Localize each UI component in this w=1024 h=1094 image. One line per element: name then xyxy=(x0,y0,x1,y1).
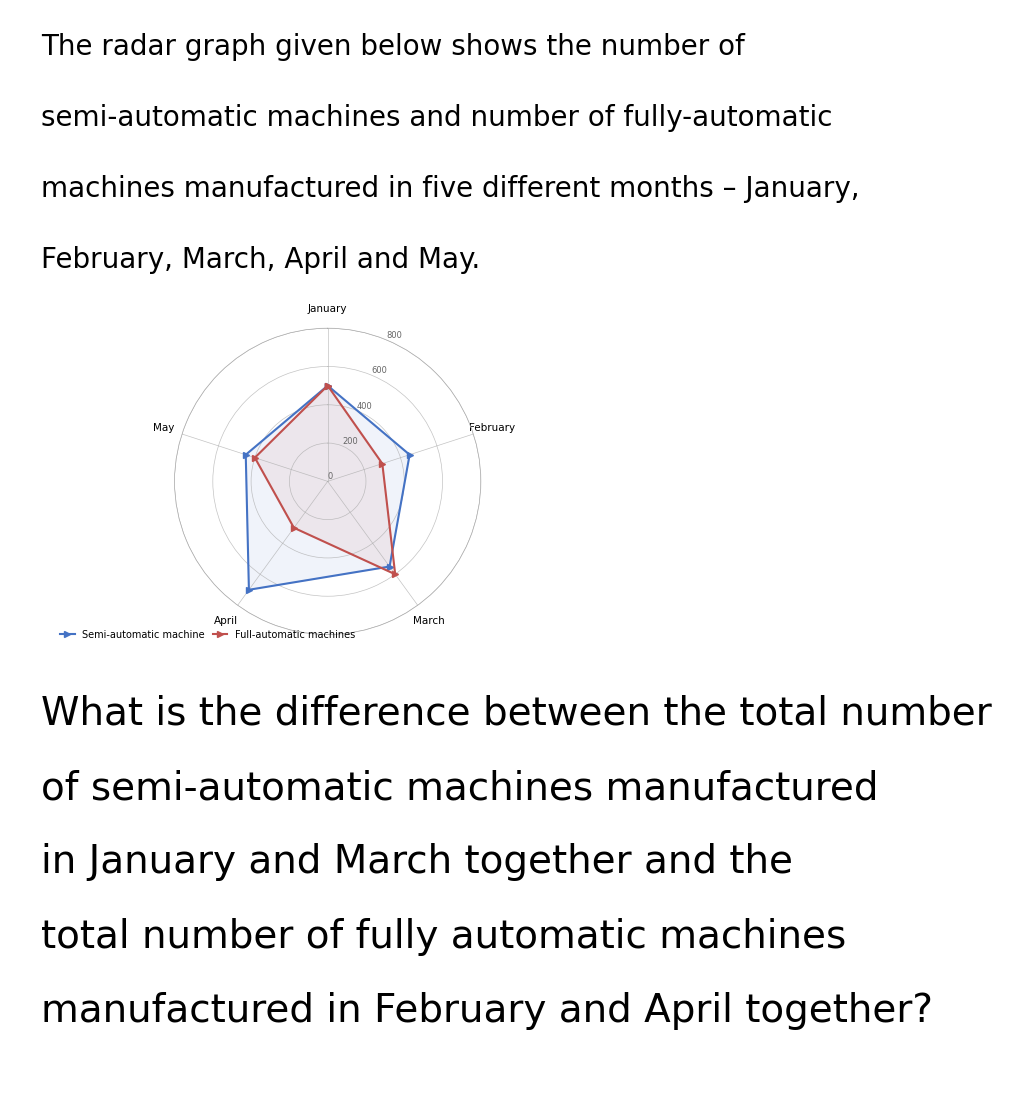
Text: What is the difference between the total number: What is the difference between the total… xyxy=(41,695,991,733)
Text: February, March, April and May.: February, March, April and May. xyxy=(41,246,480,275)
Polygon shape xyxy=(255,385,395,574)
Legend: Semi-automatic machine, Full-automatic machines: Semi-automatic machine, Full-automatic m… xyxy=(56,626,359,643)
Text: semi-automatic machines and number of fully-automatic: semi-automatic machines and number of fu… xyxy=(41,104,833,132)
Text: total number of fully automatic machines: total number of fully automatic machines xyxy=(41,918,846,956)
Polygon shape xyxy=(246,385,410,590)
Text: of semi-automatic machines manufactured: of semi-automatic machines manufactured xyxy=(41,769,879,807)
Text: The radar graph given below shows the number of: The radar graph given below shows the nu… xyxy=(41,33,744,61)
Text: manufactured in February and April together?: manufactured in February and April toget… xyxy=(41,992,933,1031)
Text: machines manufactured in five different months – January,: machines manufactured in five different … xyxy=(41,175,859,203)
Text: in January and March together and the: in January and March together and the xyxy=(41,843,793,882)
